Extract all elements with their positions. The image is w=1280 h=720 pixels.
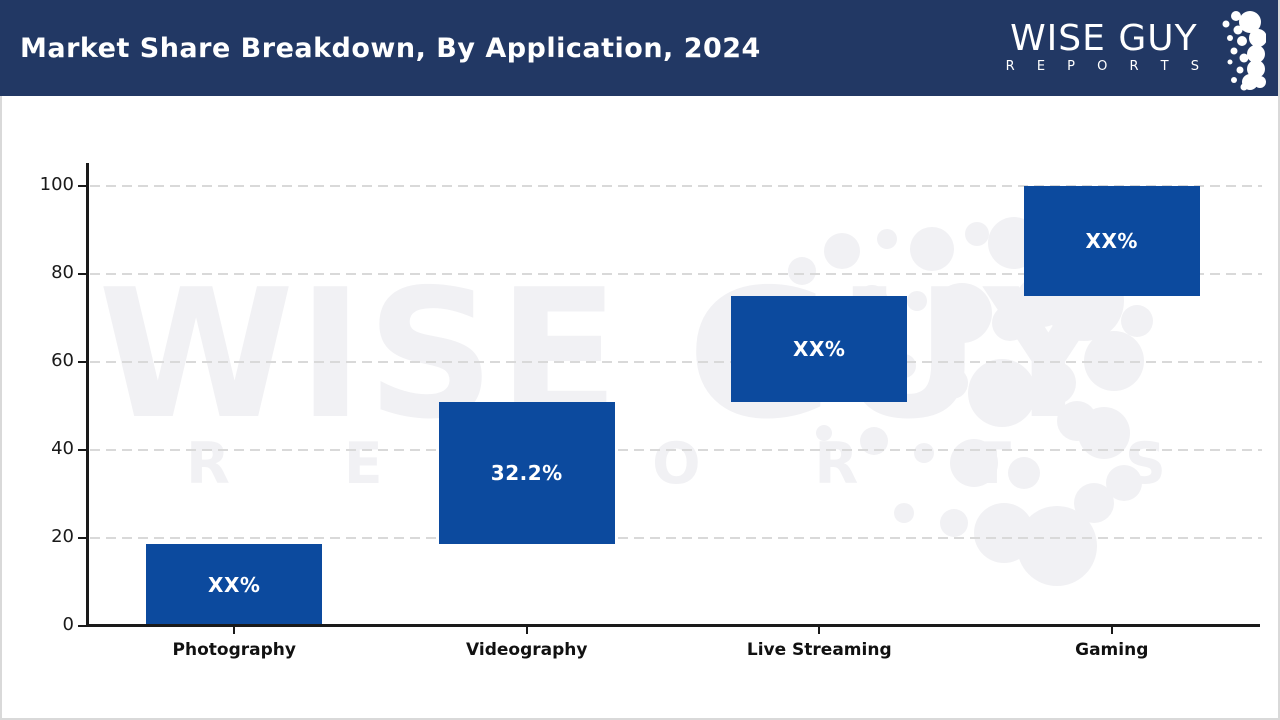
- y-axis-line: [86, 163, 89, 627]
- brand-logo-text: WISE GUY R E P O R T S: [1000, 20, 1208, 74]
- y-tick-label: 20: [51, 525, 74, 547]
- waterfall-bar: XX%: [1023, 185, 1200, 296]
- dotted-head-profile-icon: [1200, 8, 1267, 96]
- x-tick-mark: [233, 627, 236, 634]
- brand-logo: WISE GUY R E P O R T S: [1004, 6, 1267, 92]
- x-tick-mark: [818, 627, 821, 634]
- y-tick-label: 60: [51, 349, 74, 371]
- y-tick-mark: [78, 448, 87, 451]
- brand-subtext: R E P O R T S: [1005, 58, 1208, 74]
- bar-value-label: XX%: [793, 336, 846, 361]
- gridline: [90, 184, 1262, 187]
- bar-value-label: XX%: [208, 572, 261, 597]
- y-tick-mark: [78, 360, 87, 363]
- x-tick-label: Live Streaming: [746, 640, 892, 660]
- x-tick-label: Videography: [466, 640, 588, 660]
- brand-wordmark: WISE GUY: [1010, 18, 1198, 59]
- y-tick-label: 80: [51, 261, 74, 283]
- x-tick-mark: [1110, 627, 1113, 634]
- y-tick-label: 0: [62, 613, 74, 635]
- page-right-border: [1278, 0, 1280, 720]
- x-axis-line: [86, 624, 1260, 627]
- gridline: [90, 272, 1262, 275]
- page-title: Market Share Breakdown, By Application, …: [20, 32, 761, 64]
- y-tick-mark: [78, 272, 87, 275]
- gridline: [90, 536, 1262, 539]
- gridline: [90, 448, 1262, 451]
- waterfall-bar: 32.2%: [438, 401, 615, 544]
- y-tick-mark: [78, 184, 87, 187]
- bar-value-label: 32.2%: [490, 460, 563, 485]
- y-tick-label: 40: [51, 437, 74, 459]
- y-tick-mark: [78, 624, 87, 627]
- x-tick-mark: [525, 627, 528, 634]
- y-tick-mark: [78, 536, 87, 539]
- page-bottom-border: [0, 718, 1280, 720]
- bar-value-label: XX%: [1085, 228, 1138, 253]
- waterfall-bar: XX%: [146, 543, 323, 626]
- gridline: [90, 360, 1262, 363]
- y-tick-label: 100: [39, 173, 74, 195]
- page-left-border: [0, 96, 2, 720]
- x-tick-label: Photography: [172, 640, 296, 660]
- x-tick-label: Gaming: [1075, 640, 1149, 660]
- watermark-subtext: R E P O R T S: [186, 431, 1213, 497]
- header-bar: Market Share Breakdown, By Application, …: [0, 0, 1280, 96]
- waterfall-bar: XX%: [731, 295, 908, 402]
